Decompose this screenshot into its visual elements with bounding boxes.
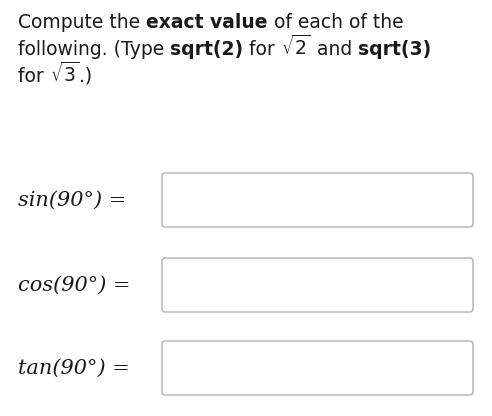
Text: and: and — [311, 40, 358, 59]
Text: sin(90°) =: sin(90°) = — [18, 191, 126, 210]
Text: of each of the: of each of the — [268, 13, 403, 32]
Text: .): .) — [79, 67, 92, 86]
Text: sqrt(3): sqrt(3) — [358, 40, 431, 59]
Text: Compute the: Compute the — [18, 13, 146, 32]
Text: cos(90°) =: cos(90°) = — [18, 275, 130, 295]
Text: exact value: exact value — [146, 13, 268, 32]
Text: tan(90°) =: tan(90°) = — [18, 359, 130, 377]
FancyBboxPatch shape — [162, 258, 473, 312]
FancyBboxPatch shape — [162, 173, 473, 227]
Text: for: for — [18, 67, 50, 86]
Text: following. (Type: following. (Type — [18, 40, 170, 59]
FancyBboxPatch shape — [162, 341, 473, 395]
Text: $\sqrt{2}$: $\sqrt{2}$ — [281, 35, 311, 59]
Text: $\sqrt{3}$: $\sqrt{3}$ — [50, 62, 79, 86]
Text: for: for — [244, 40, 281, 59]
Text: sqrt(2): sqrt(2) — [170, 40, 244, 59]
